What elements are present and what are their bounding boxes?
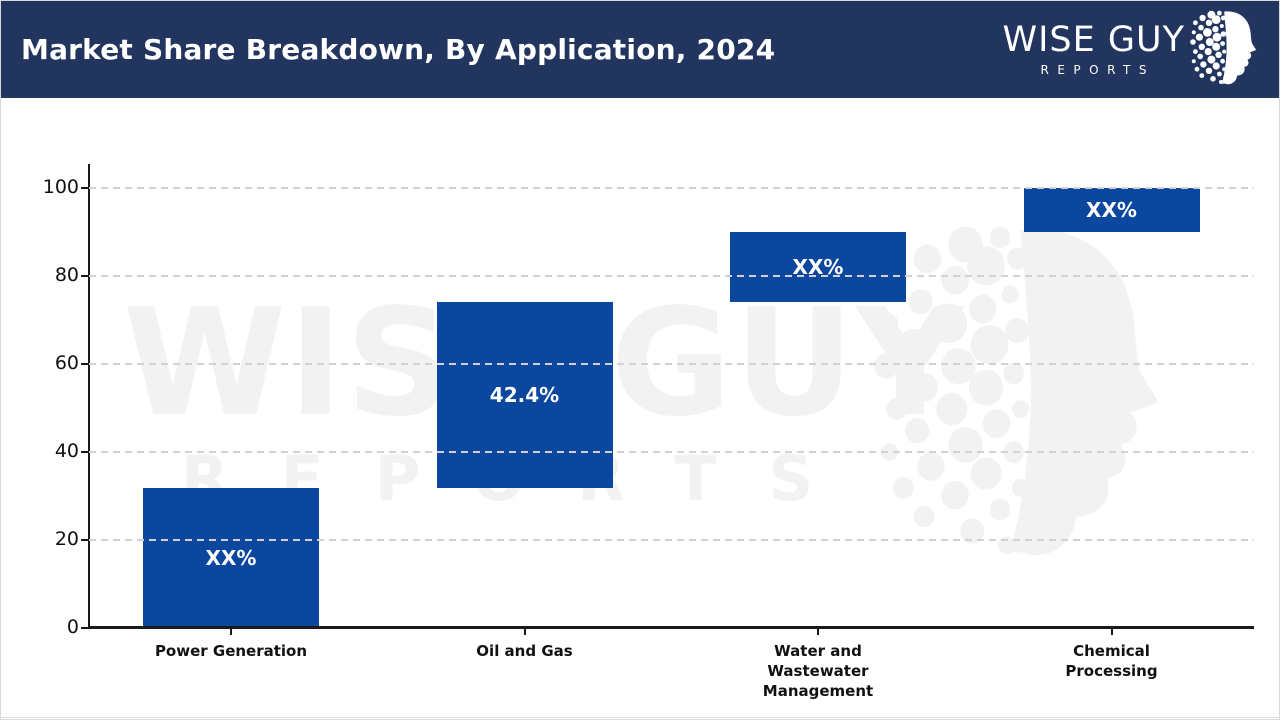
wiseguy-face-icon [1190, 10, 1257, 84]
y-tick-100 [81, 187, 89, 189]
y-tick-label-40: 40 [54, 440, 79, 462]
bar-3: XX% [730, 231, 906, 302]
gridline-40 [89, 451, 1254, 453]
x-tick-2 [523, 628, 526, 635]
x-tick-3 [817, 628, 819, 635]
y-tick-60 [81, 363, 89, 365]
y-tick-80 [81, 275, 89, 277]
bar-value-label: XX% [205, 546, 257, 571]
y-tick-label-0: 0 [66, 616, 79, 638]
y-tick-label-20: 20 [54, 528, 79, 550]
wiseguy-logo-text: WISE GUY REPORTS [1002, 20, 1185, 77]
x-category-label: Power Generation [154, 642, 308, 660]
y-tick-20 [81, 539, 89, 541]
bar-value-label: XX% [1086, 197, 1137, 222]
gridline-100 [89, 187, 1254, 189]
y-tick-label-80: 80 [54, 264, 79, 286]
x-axis-line [88, 626, 1254, 629]
footer-divider [1, 717, 1279, 718]
bar-value-label: XX% [792, 254, 844, 279]
bar-value-label: 42.4% [489, 382, 560, 407]
gridline-80 [89, 275, 1254, 277]
bar-4: XX% [1023, 188, 1200, 232]
wiseguy-logo: WISE GUY REPORTS [1002, 10, 1261, 90]
x-tick-1 [230, 628, 232, 635]
y-tick-label-60: 60 [54, 352, 79, 374]
x-category-label: Water and Wastewater Management [762, 642, 874, 700]
y-tick-0 [81, 627, 89, 629]
x-tick-4 [1110, 628, 1113, 635]
x-category-label: Oil and Gas [476, 642, 573, 660]
y-axis-line [88, 164, 90, 628]
gridline-60 [89, 363, 1254, 365]
logo-subtitle: REPORTS [1040, 63, 1155, 77]
y-tick-40 [81, 451, 89, 453]
gridline-20 [89, 539, 1254, 541]
header: Market Share Breakdown, By Application, … [1, 1, 1279, 98]
y-tick-label-100: 100 [42, 176, 79, 198]
x-category-label: Chemical Processing [1065, 642, 1158, 680]
bar-2: 42.4% [436, 301, 613, 489]
bar-1: XX% [143, 488, 319, 628]
page-title: Market Share Breakdown, By Application, … [21, 33, 776, 66]
logo-wordmark: WISE GUY [1002, 20, 1185, 60]
